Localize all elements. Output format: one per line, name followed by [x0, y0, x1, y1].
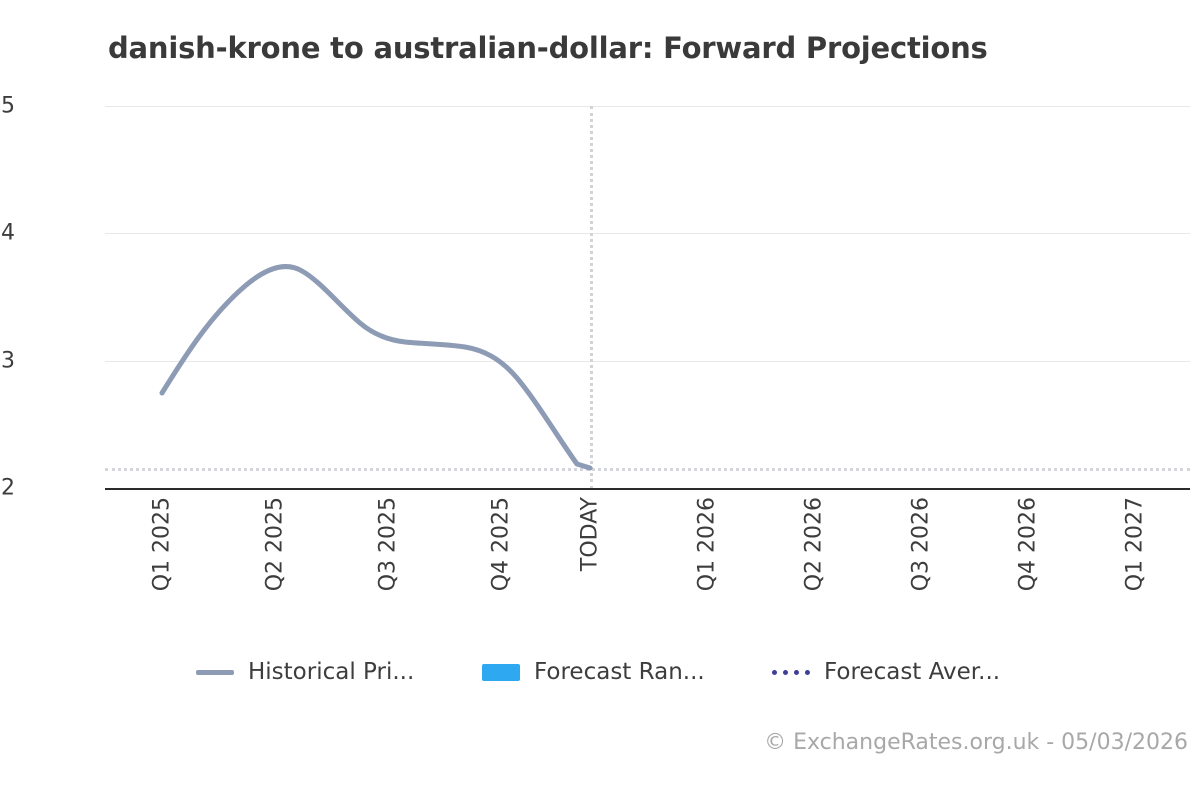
x-axis-labels: Q1 2025 Q2 2025 Q3 2025 Q4 2025 TODAY Q1…	[0, 497, 1200, 637]
x-axis-baseline	[105, 488, 1190, 490]
historical-price-line	[159, 264, 593, 471]
today-marker-line	[590, 106, 593, 489]
legend-label-forecast-average: Forecast Aver...	[824, 659, 1001, 685]
chart-title: danish-krone to australian-dollar: Forwa…	[108, 31, 988, 65]
y-tick-label-0.23: 0.23	[0, 348, 15, 374]
box-swatch-icon	[482, 663, 520, 681]
legend-label-forecast-range: Forecast Ran...	[534, 659, 705, 685]
x-tick-label: Q3 2026	[908, 497, 934, 592]
last-value-reference-line	[105, 468, 1190, 471]
x-tick-label: Q2 2026	[801, 497, 827, 592]
plot-area	[105, 106, 1190, 489]
y-tick-label-0.22: 0.22	[0, 475, 15, 501]
legend-item-forecast-average[interactable]: Forecast Aver...	[772, 652, 1000, 692]
y-tick-label-0.25: 0.25	[0, 93, 15, 119]
x-tick-label: Q2 2025	[262, 497, 288, 592]
gridline-0.24	[105, 233, 1190, 234]
historical-price-series	[159, 264, 593, 471]
chart-legend: Historical Pri... Forecast Ran... Foreca…	[0, 652, 1200, 692]
y-tick-label-0.24: 0.24	[0, 220, 15, 246]
x-tick-label: Q3 2025	[375, 497, 401, 592]
x-tick-q1-2027: Q1 2027	[1065, 497, 1200, 637]
x-tick-label: Q1 2027	[1122, 497, 1148, 592]
copyright-credit: © ExchangeRates.org.uk - 05/03/2026	[764, 730, 1188, 755]
gridline-0.23	[105, 361, 1190, 362]
x-tick-label: Q1 2025	[149, 497, 175, 592]
x-tick-label: Q4 2025	[488, 497, 514, 592]
legend-item-historical-price[interactable]: Historical Pri...	[196, 652, 414, 692]
dotted-swatch-icon	[772, 669, 810, 675]
gridline-0.25	[105, 106, 1190, 107]
x-tick-label: TODAY	[577, 497, 603, 572]
x-tick-label: Q4 2026	[1015, 497, 1041, 592]
legend-label-historical-price: Historical Pri...	[248, 659, 415, 685]
x-tick-label: Q1 2026	[694, 497, 720, 592]
line-swatch-icon	[196, 669, 234, 675]
legend-item-forecast-range[interactable]: Forecast Ran...	[482, 652, 705, 692]
